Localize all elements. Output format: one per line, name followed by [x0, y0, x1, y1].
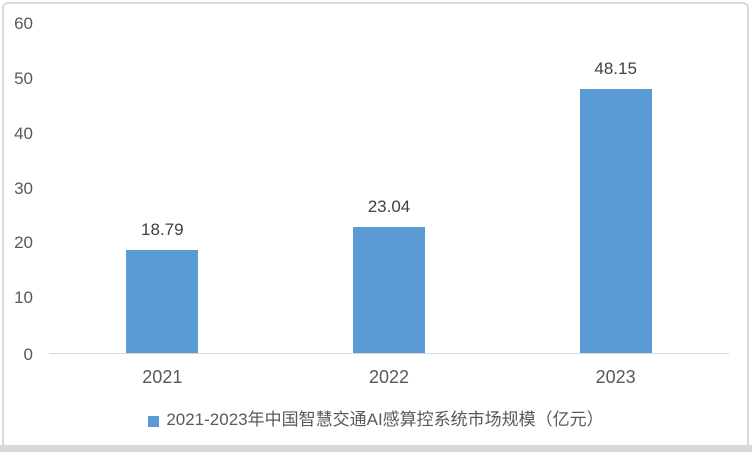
x-tick-label: 2021: [142, 367, 183, 387]
y-tick-label: 20: [14, 233, 33, 253]
x-tick-label: 2023: [595, 367, 636, 387]
y-tick-label: 30: [14, 178, 33, 198]
legend: 2021-2023年中国智慧交通AI感算控系统市场规模（亿元）: [0, 408, 752, 432]
y-tick-label: 10: [14, 288, 33, 308]
y-tick-label: 60: [14, 14, 33, 33]
bottom-border: [0, 445, 752, 452]
legend-marker-icon: [148, 415, 160, 427]
data-label: 48.15: [594, 58, 637, 78]
bar-2022: [353, 226, 425, 353]
y-tick-label: 0: [23, 345, 33, 364]
x-axis-line: [49, 353, 729, 354]
bar-2023: [579, 88, 652, 353]
bar-2021: [126, 249, 199, 353]
data-label: 18.79: [141, 219, 184, 239]
x-tick-label: 2022: [368, 367, 409, 387]
data-label: 23.04: [367, 196, 411, 216]
y-tick-label: 50: [14, 68, 33, 88]
y-tick-label: 40: [14, 123, 33, 143]
legend-label: 2021-2023年中国智慧交通AI感算控系统市场规模（亿元）: [166, 410, 604, 429]
